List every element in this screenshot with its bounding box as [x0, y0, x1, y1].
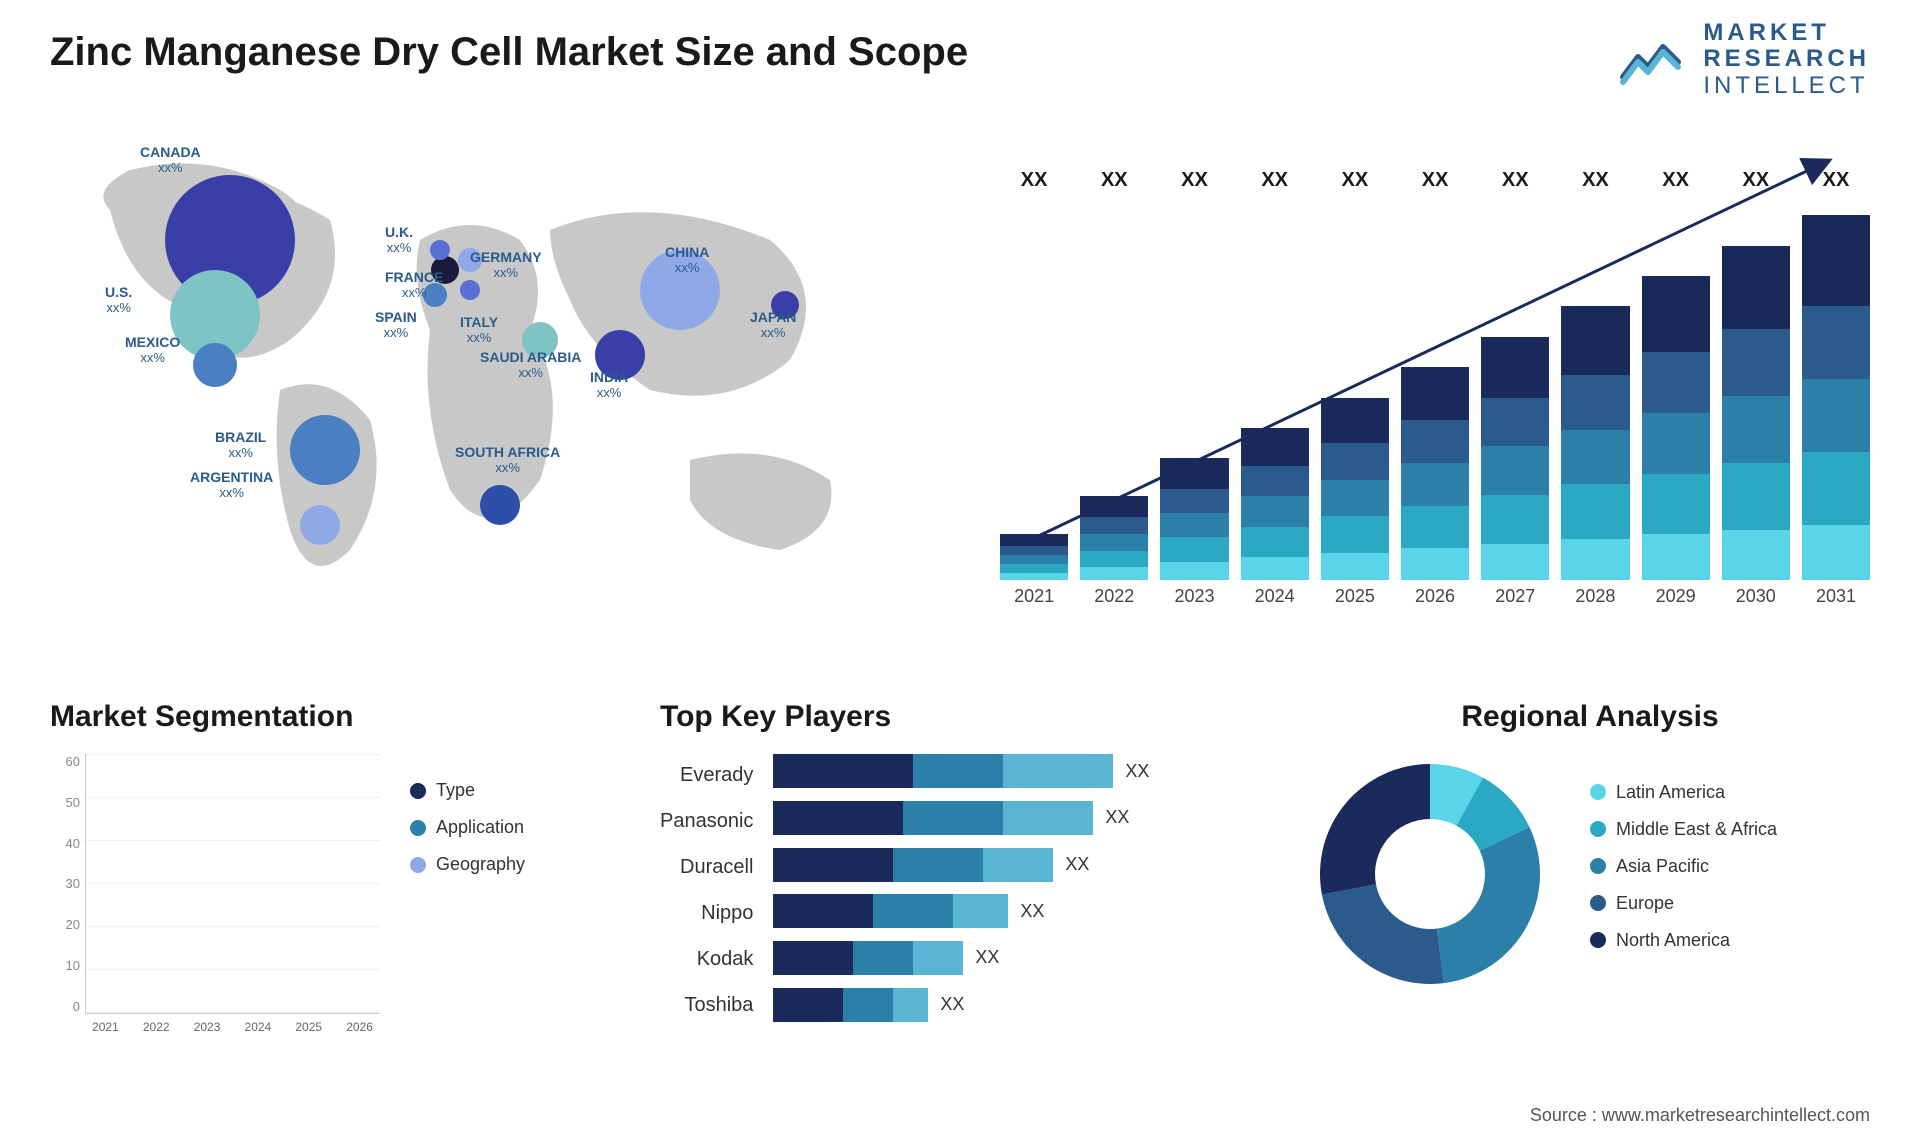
player-bar: XX — [773, 848, 1260, 882]
growth-bar: XX2031 — [1802, 200, 1870, 580]
legend-item: North America — [1590, 930, 1777, 951]
player-name: Nippo — [660, 896, 753, 930]
growth-chart: XX2021XX2022XX2023XX2024XX2025XX2026XX20… — [1000, 140, 1870, 620]
logo-line3: INTELLECT — [1703, 73, 1870, 99]
legend-item: Europe — [1590, 893, 1777, 914]
legend-item: Latin America — [1590, 782, 1777, 803]
map-label: SOUTH AFRICAxx% — [455, 445, 560, 476]
growth-bar: XX2029 — [1642, 200, 1710, 580]
legend-item: Geography — [410, 854, 525, 875]
map-label: JAPANxx% — [750, 310, 796, 341]
legend-item: Asia Pacific — [1590, 856, 1777, 877]
regional-title: Regional Analysis — [1310, 700, 1870, 734]
player-name: Everady — [660, 758, 753, 792]
map-label: CHINAxx% — [665, 245, 709, 276]
map-label: FRANCExx% — [385, 270, 443, 301]
map-label: SPAINxx% — [375, 310, 417, 341]
growth-bar: XX2023 — [1160, 200, 1228, 580]
map-label: CANADAxx% — [140, 145, 201, 176]
player-bar: XX — [773, 754, 1260, 788]
logo-line1: MARKET — [1703, 20, 1870, 46]
map-label: GERMANYxx% — [470, 250, 542, 281]
map-label: ARGENTINAxx% — [190, 470, 273, 501]
segmentation-section: Market Segmentation 0102030405060 202120… — [50, 700, 610, 1044]
world-map: CANADAxx% U.S.xx% MEXICOxx% BRAZILxx% ARGENT… — [50, 130, 950, 650]
map-label: BRAZILxx% — [215, 430, 266, 461]
player-bar: XX — [773, 941, 1260, 975]
legend-item: Type — [410, 780, 525, 801]
player-bar: XX — [773, 894, 1260, 928]
legend-item: Application — [410, 817, 525, 838]
logo-icon — [1618, 32, 1688, 87]
player-name: Kodak — [660, 942, 753, 976]
player-bar: XX — [773, 801, 1260, 835]
map-label: MEXICOxx% — [125, 335, 180, 366]
growth-bar: XX2022 — [1080, 200, 1148, 580]
source-text: Source : www.marketresearchintellect.com — [1530, 1105, 1870, 1126]
players-section: Top Key Players Everady Panasonic Duracell… — [660, 700, 1260, 1022]
logo-line2: RESEARCH — [1703, 46, 1870, 72]
legend-item: Middle East & Africa — [1590, 819, 1777, 840]
map-label: SAUDI ARABIAxx% — [480, 350, 581, 381]
logo: MARKET RESEARCH INTELLECT — [1618, 20, 1870, 99]
map-label: U.S.xx% — [105, 285, 132, 316]
segmentation-chart: 0102030405060 202120222023202420252026 — [50, 754, 380, 1044]
player-bar: XX — [773, 988, 1260, 1022]
growth-bar: XX2027 — [1481, 200, 1549, 580]
growth-bar: XX2025 — [1321, 200, 1389, 580]
player-name: Duracell — [660, 850, 753, 884]
map-label: U.K.xx% — [385, 225, 413, 256]
page-title: Zinc Manganese Dry Cell Market Size and … — [50, 30, 968, 75]
growth-bar: XX2026 — [1401, 200, 1469, 580]
map-label: ITALYxx% — [460, 315, 498, 346]
segmentation-title: Market Segmentation — [50, 700, 610, 734]
donut-chart — [1310, 754, 1550, 994]
player-name: Toshiba — [660, 988, 753, 1022]
growth-bar: XX2030 — [1722, 200, 1790, 580]
regional-legend: Latin America Middle East & Africa Asia Pa… — [1590, 782, 1777, 967]
player-name: Panasonic — [660, 804, 753, 838]
map-label: INDIAxx% — [590, 370, 628, 401]
growth-bar: XX2028 — [1561, 200, 1629, 580]
segmentation-legend: Type Application Geography — [410, 780, 525, 891]
regional-section: Regional Analysis Latin America Middle Ea… — [1310, 700, 1870, 994]
growth-bar: XX2021 — [1000, 200, 1068, 580]
players-title: Top Key Players — [660, 700, 1260, 734]
growth-bar: XX2024 — [1241, 200, 1309, 580]
